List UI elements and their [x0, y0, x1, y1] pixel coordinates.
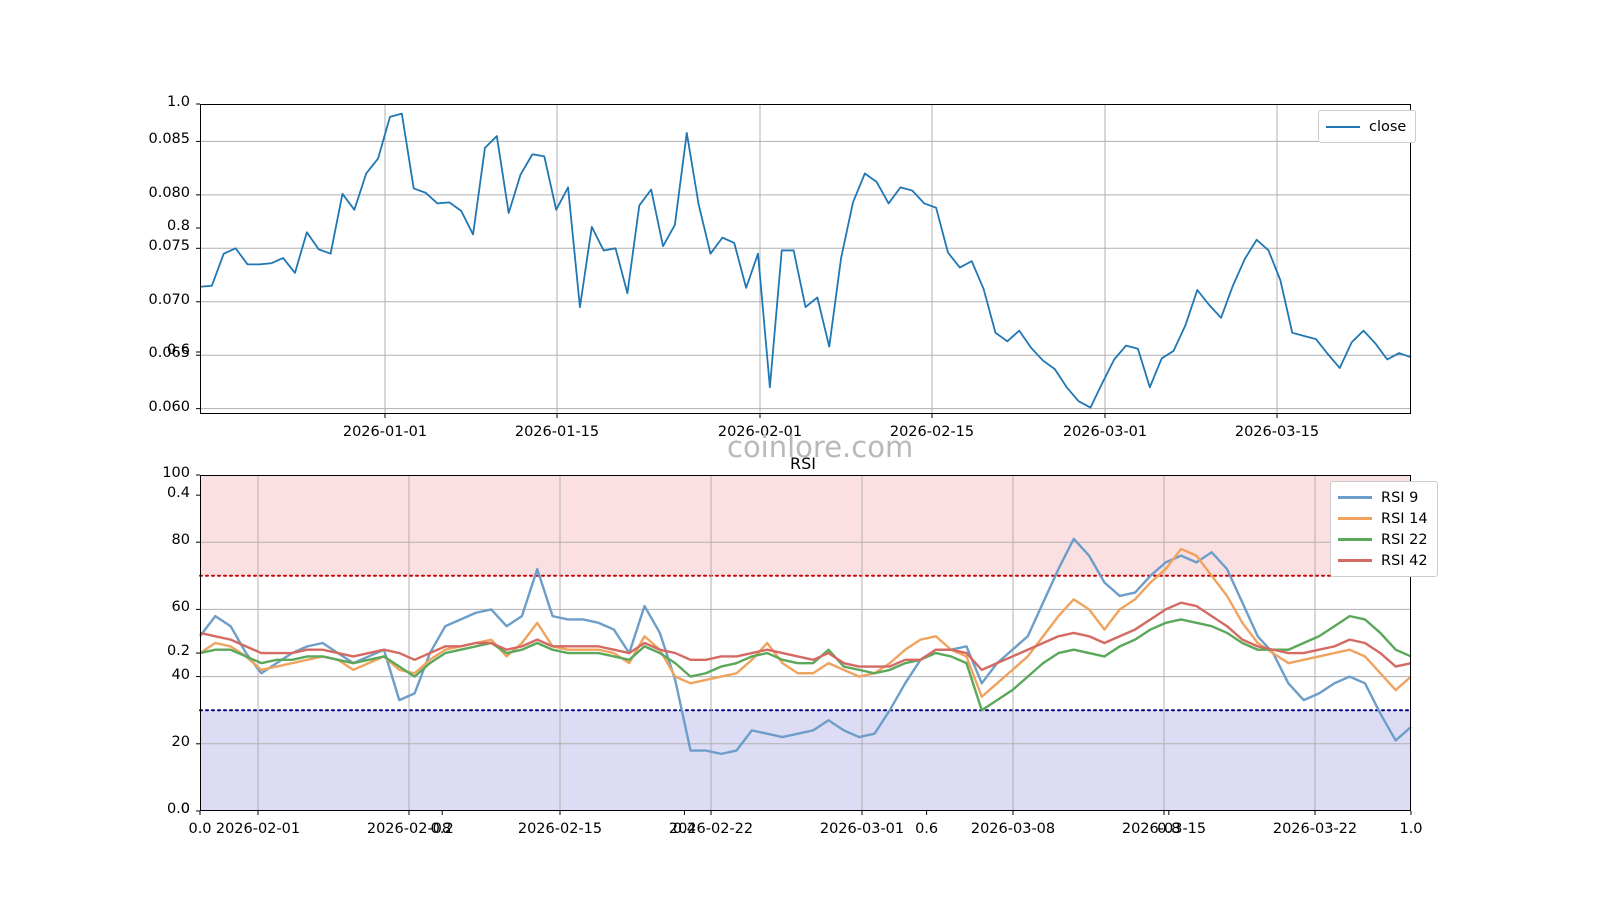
axis-tick-label: 0.0 — [166, 801, 190, 817]
axis-tick-label: 2026-02-08 — [366, 821, 452, 837]
axis-tick-label: 0.070 — [148, 291, 190, 308]
axis-tick-label: 0 — [180, 801, 190, 817]
axis-tick-label: 0.6 — [166, 342, 190, 358]
legend-item[interactable]: close — [1326, 116, 1406, 137]
axis-tick-label: 2026-03-15 — [1121, 821, 1207, 837]
axis-tick-label: 1.0 — [166, 94, 190, 110]
axis-tick-label: 2026-02-01 — [215, 821, 301, 837]
rsi-plot-svg — [196, 474, 1412, 815]
axis-tick-label: 0.075 — [148, 238, 190, 255]
axis-tick-label: 80 — [171, 532, 190, 549]
legend-item[interactable]: RSI 42 — [1338, 550, 1428, 571]
axis-tick-label: 0.4 — [166, 485, 190, 502]
axis-tick-label: 2026-02-01 — [717, 424, 803, 440]
legend-swatch-icon — [1326, 125, 1360, 128]
axis-tick-label: 2026-01-01 — [342, 424, 428, 440]
legend-label: RSI 9 — [1381, 489, 1419, 506]
axis-tick-label: 40 — [171, 666, 190, 683]
legend-swatch-icon — [1338, 496, 1372, 499]
axis-tick-label: 2026-02-22 — [668, 821, 754, 837]
legend-swatch-icon — [1338, 538, 1372, 541]
price-legend[interactable]: close — [1318, 110, 1417, 143]
legend-item[interactable]: RSI 9 — [1338, 487, 1428, 508]
axis-tick-label: 0.0 — [188, 821, 212, 837]
axis-tick-label: 2026-03-08 — [970, 821, 1056, 837]
axis-tick-label: 2026-01-15 — [514, 424, 600, 440]
axis-tick-label: 20 — [171, 733, 190, 750]
legend-label: RSI 42 — [1381, 552, 1428, 569]
axis-tick-label: 0.6 — [915, 821, 939, 837]
rsi-legend[interactable]: RSI 9 RSI 14 RSI 22 RSI 42 — [1330, 481, 1438, 577]
price-plot-frame — [200, 104, 1411, 414]
rsi-plot-frame — [200, 475, 1411, 811]
legend-label: close — [1369, 118, 1407, 135]
axis-tick-label: 2026-02-15 — [889, 424, 975, 440]
axis-tick-label: 0.8 — [166, 218, 190, 234]
legend-label: RSI 14 — [1381, 510, 1428, 527]
axis-tick-label: 2026-02-15 — [517, 821, 603, 837]
axis-tick-label: 0.085 — [148, 131, 190, 148]
axis-tick-label: 2026-03-01 — [819, 821, 905, 837]
axis-tick-label: 0.2 — [166, 643, 190, 660]
rsi-chart-title: RSI — [790, 454, 816, 473]
legend-item[interactable]: RSI 22 — [1338, 529, 1428, 550]
axis-tick-label: 1.0 — [1399, 821, 1423, 837]
price-plot-svg — [196, 103, 1412, 418]
axis-tick-label: 0.2 — [430, 821, 454, 837]
axis-tick-label: 2026-03-15 — [1234, 424, 1320, 440]
axis-tick-label: 0.080 — [148, 184, 190, 201]
axis-tick-label: 2026-03-22 — [1272, 821, 1358, 837]
axis-tick-label: 100 — [162, 465, 190, 481]
legend-label: RSI 22 — [1381, 531, 1428, 548]
legend-swatch-icon — [1338, 559, 1372, 562]
axis-tick-label: 0.065 — [148, 345, 190, 362]
price-chart-panel: 0.060 0.065 0.070 0.075 0.080 0.085 0.6 0.8 1.0… — [148, 94, 1417, 440]
axis-tick-label: 60 — [171, 599, 190, 616]
legend-item[interactable]: RSI 14 — [1338, 508, 1428, 529]
axis-tick-label: 0.060 — [148, 398, 190, 415]
axis-tick-label: 0.4 — [672, 821, 696, 837]
watermark: coinlore.com — [727, 430, 914, 464]
axis-tick-label: 0.8 — [1157, 821, 1181, 837]
rsi-chart-panel: 0 20 40 60 80 100 0.0 0.2 0.4 2026-02-01 2026-02… — [0, 450, 1600, 900]
axis-tick-label: 2026-03-01 — [1062, 424, 1148, 440]
legend-swatch-icon — [1338, 517, 1372, 520]
